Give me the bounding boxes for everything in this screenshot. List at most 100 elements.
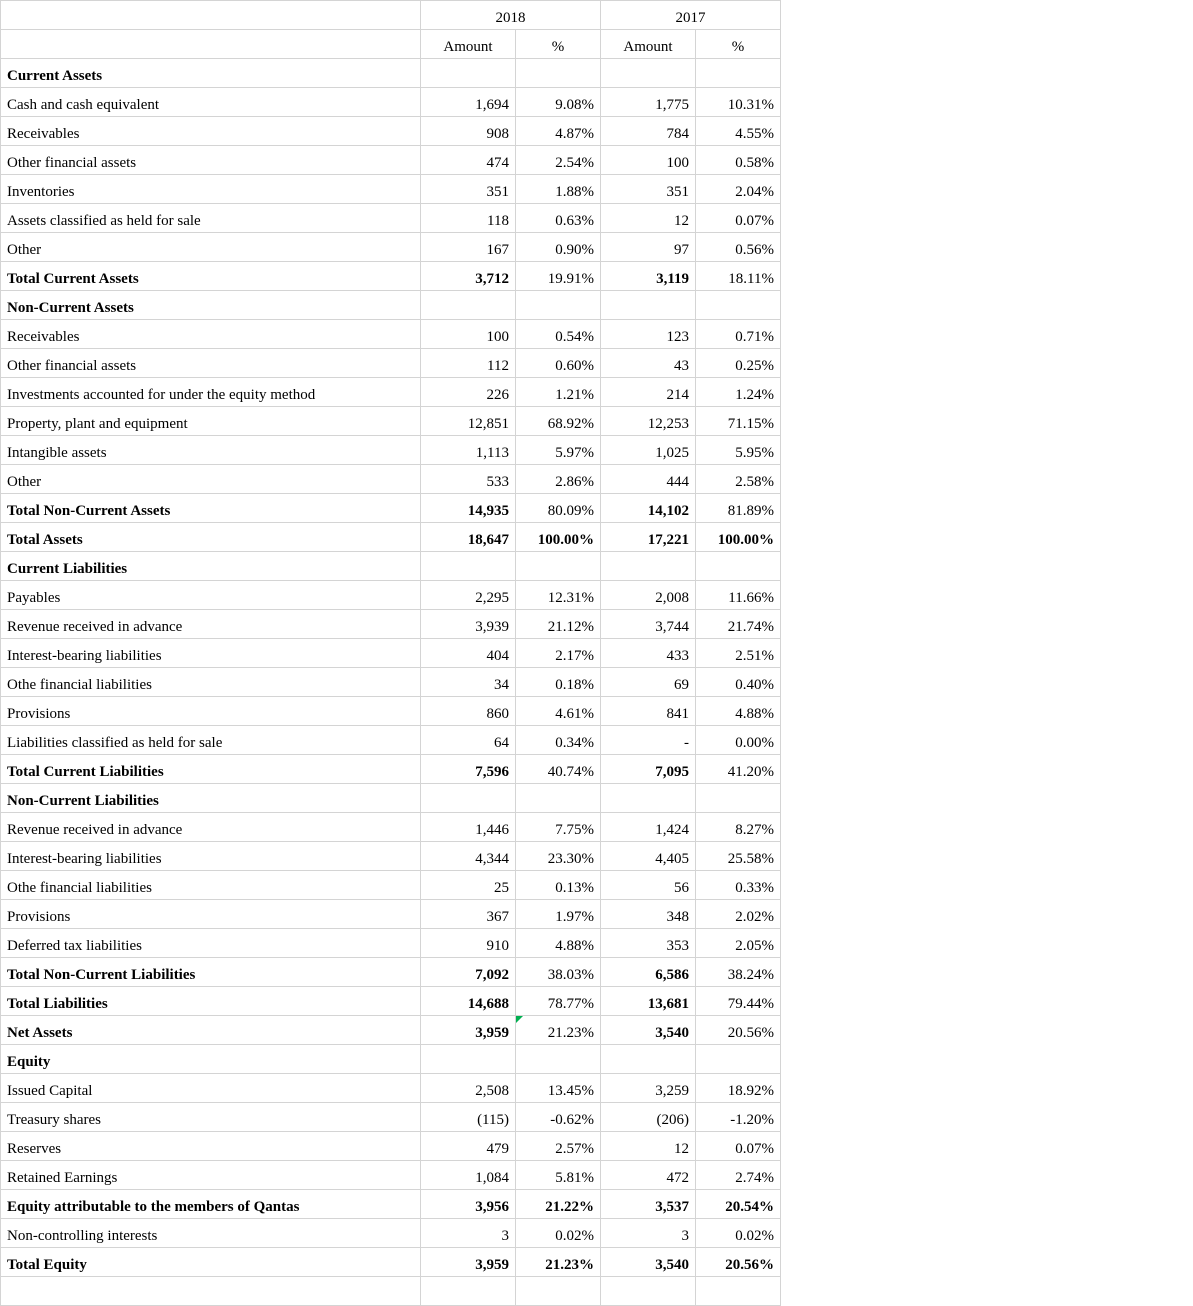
pct-2018: 5.81% [516,1161,601,1190]
total-amount-2017: 7,095 [601,755,696,784]
amount-2018: 533 [421,465,516,494]
table-row: Investments accounted for under the equi… [1,378,781,407]
line-label: Inventories [1,175,421,204]
total-pct-2017: 100.00% [696,523,781,552]
amount-2017: 100 [601,146,696,175]
pct-2017: 0.58% [696,146,781,175]
amount-2018: 474 [421,146,516,175]
amount-2017: 3,259 [601,1074,696,1103]
amount-2017: - [601,726,696,755]
pct-2018: 7.75% [516,813,601,842]
amount-2017: 351 [601,175,696,204]
table-row: Non-Current Liabilities [1,784,781,813]
total-amount-2018: 14,688 [421,987,516,1016]
amount-2017: 56 [601,871,696,900]
col-header-amount: Amount [421,30,516,59]
pct-2017: 0.07% [696,204,781,233]
table-row: Provisions3671.97%3482.02% [1,900,781,929]
pct-2017: 2.05% [696,929,781,958]
total-amount-2017: 3,119 [601,262,696,291]
blank-cell [421,784,516,813]
blank-cell [696,1277,781,1306]
table-row: Total Current Liabilities7,59640.74%7,09… [1,755,781,784]
table-row: Property, plant and equipment12,85168.92… [1,407,781,436]
amount-2018: 2,295 [421,581,516,610]
line-label: Issued Capital [1,1074,421,1103]
total-label: Equity attributable to the members of Qa… [1,1190,421,1219]
blank-cell [421,291,516,320]
total-pct-2017: 79.44% [696,987,781,1016]
line-label: Cash and cash equivalent [1,88,421,117]
section-title: Current Liabilities [1,552,421,581]
amount-2018: 2,508 [421,1074,516,1103]
amount-2018: 908 [421,117,516,146]
col-header-pct: % [696,30,781,59]
line-label: Revenue received in advance [1,813,421,842]
table-row: Other financial assets4742.54%1000.58% [1,146,781,175]
total-label: Total Non-Current Assets [1,494,421,523]
section-title: Current Assets [1,59,421,88]
amount-2017: 12 [601,1132,696,1161]
total-label: Total Liabilities [1,987,421,1016]
line-label: Assets classified as held for sale [1,204,421,233]
year-2017: 2017 [601,1,781,30]
table-row: Total Non-Current Liabilities7,09238.03%… [1,958,781,987]
blank-cell [601,291,696,320]
blank-cell [696,291,781,320]
total-amount-2017: 3,540 [601,1016,696,1045]
amount-2018: 1,446 [421,813,516,842]
table-row: Revenue received in advance1,4467.75%1,4… [1,813,781,842]
table-row: Other1670.90%970.56% [1,233,781,262]
amount-2018: 404 [421,639,516,668]
total-label: Total Assets [1,523,421,552]
pct-2018: 0.13% [516,871,601,900]
pct-2017: 0.25% [696,349,781,378]
amount-2017: 43 [601,349,696,378]
pct-2017: 8.27% [696,813,781,842]
pct-2017: 18.92% [696,1074,781,1103]
total-amount-2018: 3,959 [421,1016,516,1045]
total-label: Total Non-Current Liabilities [1,958,421,987]
total-pct-2017: 20.56% [696,1016,781,1045]
amount-2018: 118 [421,204,516,233]
pct-2018: 23.30% [516,842,601,871]
amount-2018: 3,939 [421,610,516,639]
line-label: Interest-bearing liabilities [1,639,421,668]
pct-2017: 4.88% [696,697,781,726]
total-amount-2018: 7,596 [421,755,516,784]
total-pct-2017: 20.56% [696,1248,781,1277]
total-amount-2017: 14,102 [601,494,696,523]
line-label: Other [1,233,421,262]
total-label: Total Equity [1,1248,421,1277]
col-header-amount: Amount [601,30,696,59]
pct-2017: 5.95% [696,436,781,465]
pct-2017: 0.00% [696,726,781,755]
table-row: Inventories3511.88%3512.04% [1,175,781,204]
table-row: Total Equity3,95921.23%3,54020.56% [1,1248,781,1277]
line-label: Liabilities classified as held for sale [1,726,421,755]
line-label: Non-controlling interests [1,1219,421,1248]
table-row: Equity [1,1045,781,1074]
pct-2018: -0.62% [516,1103,601,1132]
pct-2018: 4.88% [516,929,601,958]
amount-2018: 479 [421,1132,516,1161]
amount-2017: 97 [601,233,696,262]
amount-2018: 1,694 [421,88,516,117]
table-row: Retained Earnings1,0845.81%4722.74% [1,1161,781,1190]
amount-2018: (115) [421,1103,516,1132]
table-row: Payables2,29512.31%2,00811.66% [1,581,781,610]
table-row: Non-Current Assets [1,291,781,320]
amount-2017: 3 [601,1219,696,1248]
line-label: Receivables [1,320,421,349]
pct-2017: 2.51% [696,639,781,668]
pct-2017: 0.07% [696,1132,781,1161]
amount-2018: 1,084 [421,1161,516,1190]
pct-2018: 0.02% [516,1219,601,1248]
amount-2017: 2,008 [601,581,696,610]
line-label: Investments accounted for under the equi… [1,378,421,407]
total-pct-2018: 21.22% [516,1190,601,1219]
amount-2017: 1,025 [601,436,696,465]
table-row: Receivables1000.54%1230.71% [1,320,781,349]
line-label: Othe financial liabilities [1,668,421,697]
pct-2018: 1.88% [516,175,601,204]
